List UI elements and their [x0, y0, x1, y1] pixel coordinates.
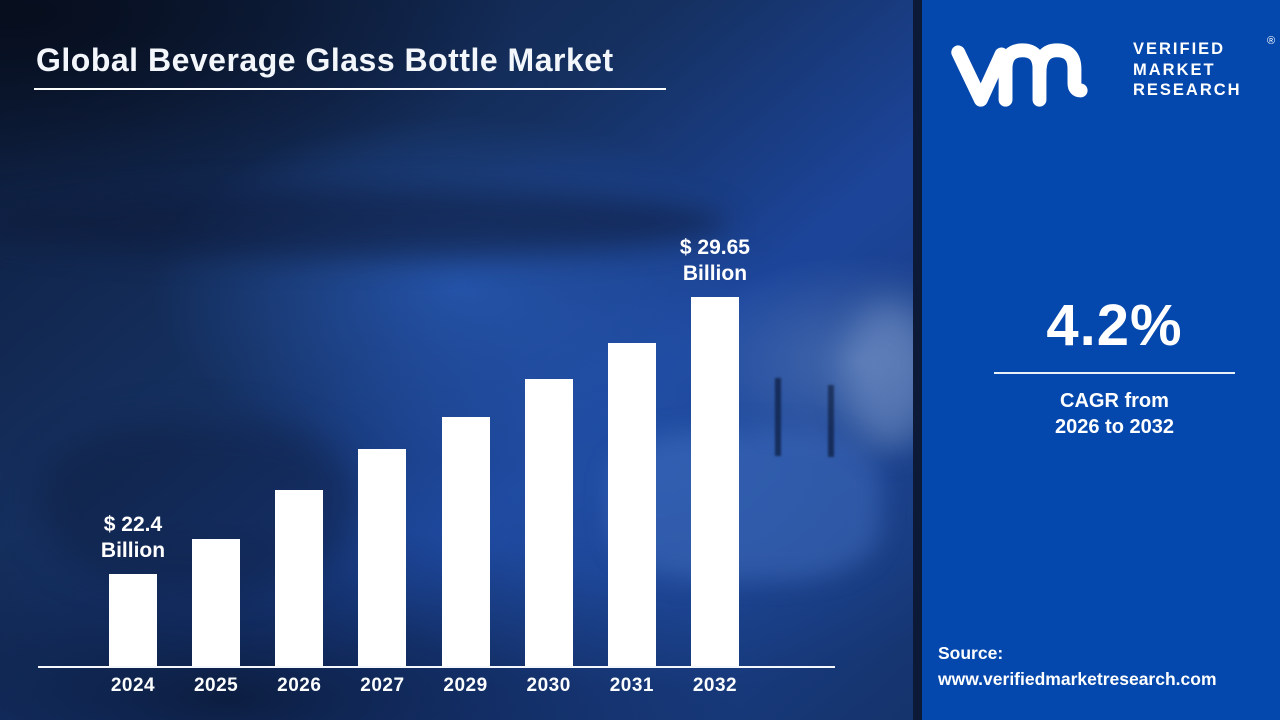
brand-line-3: RESEARCH: [1133, 81, 1242, 99]
bar-2027: [358, 449, 407, 666]
cagr-value: 4.2%: [1046, 293, 1183, 358]
bar-2029: [441, 417, 490, 666]
bar-2032: [690, 297, 739, 666]
x-tick-label-2026: 2026: [277, 675, 322, 696]
info-panel: VERIFIED MARKET RESEARCH ® 4.2% CAGR fro…: [922, 0, 1280, 720]
brand-name: VERIFIED MARKET RESEARCH: [1133, 39, 1242, 101]
brand-logo: VERIFIED MARKET RESEARCH ®: [942, 35, 1276, 110]
brand-line-2: MARKET: [1133, 60, 1216, 79]
cagr-block: 4.2% CAGR from 2026 to 2032: [994, 296, 1235, 440]
title-underline: [34, 88, 666, 90]
page-title: Global Beverage Glass Bottle Market: [36, 42, 614, 78]
cagr-caption: CAGR from 2026 to 2032: [994, 388, 1235, 440]
bar-2031: [607, 343, 656, 666]
bar-2026: [275, 490, 324, 666]
bar-value-label-2032: $ 29.65 Billion: [635, 235, 795, 287]
cagr-divider: [994, 372, 1235, 374]
source-label: Source:: [938, 643, 1004, 663]
vmr-logo-icon: [951, 43, 1088, 107]
cagr-caption-line-2: 2026 to 2032: [1055, 416, 1174, 438]
panel-divider: [913, 0, 922, 720]
x-tick-label-2025: 2025: [193, 675, 239, 696]
x-tick-label-2032: 2032: [692, 675, 738, 696]
bar-2024: [109, 574, 157, 666]
bar-value-label-2024: $ 22.4 Billion: [53, 512, 213, 564]
source-block: Source: www.verifiedmarketresearch.com: [938, 640, 1273, 692]
source-url: www.verifiedmarketresearch.com: [938, 669, 1217, 689]
registered-trademark-icon: ®: [1267, 35, 1276, 47]
bar-2025: [192, 539, 241, 666]
bar-chart: 2024 2025 2026 2027 2029 2030 2031 2032 $ 22.4 Bi…: [38, 235, 835, 696]
bar-2030: [524, 379, 573, 666]
cagr-caption-line-1: CAGR from: [1060, 390, 1169, 412]
bar-value-line-2: Billion: [682, 262, 748, 285]
bar-value-line-1: $ 29.65: [679, 236, 750, 259]
x-tick-label-2031: 2031: [609, 675, 654, 696]
x-tick-label-2024: 2024: [110, 675, 156, 696]
brand-line-1: VERIFIED: [1133, 40, 1226, 58]
bar-value-line-2: Billion: [100, 539, 166, 562]
x-tick-label-2030: 2030: [526, 675, 571, 696]
bar-value-line-1: $ 22.4: [103, 513, 163, 536]
x-tick-label-2027: 2027: [360, 675, 405, 696]
x-tick-label-2029: 2029: [443, 675, 488, 696]
x-axis-line: [38, 666, 835, 668]
